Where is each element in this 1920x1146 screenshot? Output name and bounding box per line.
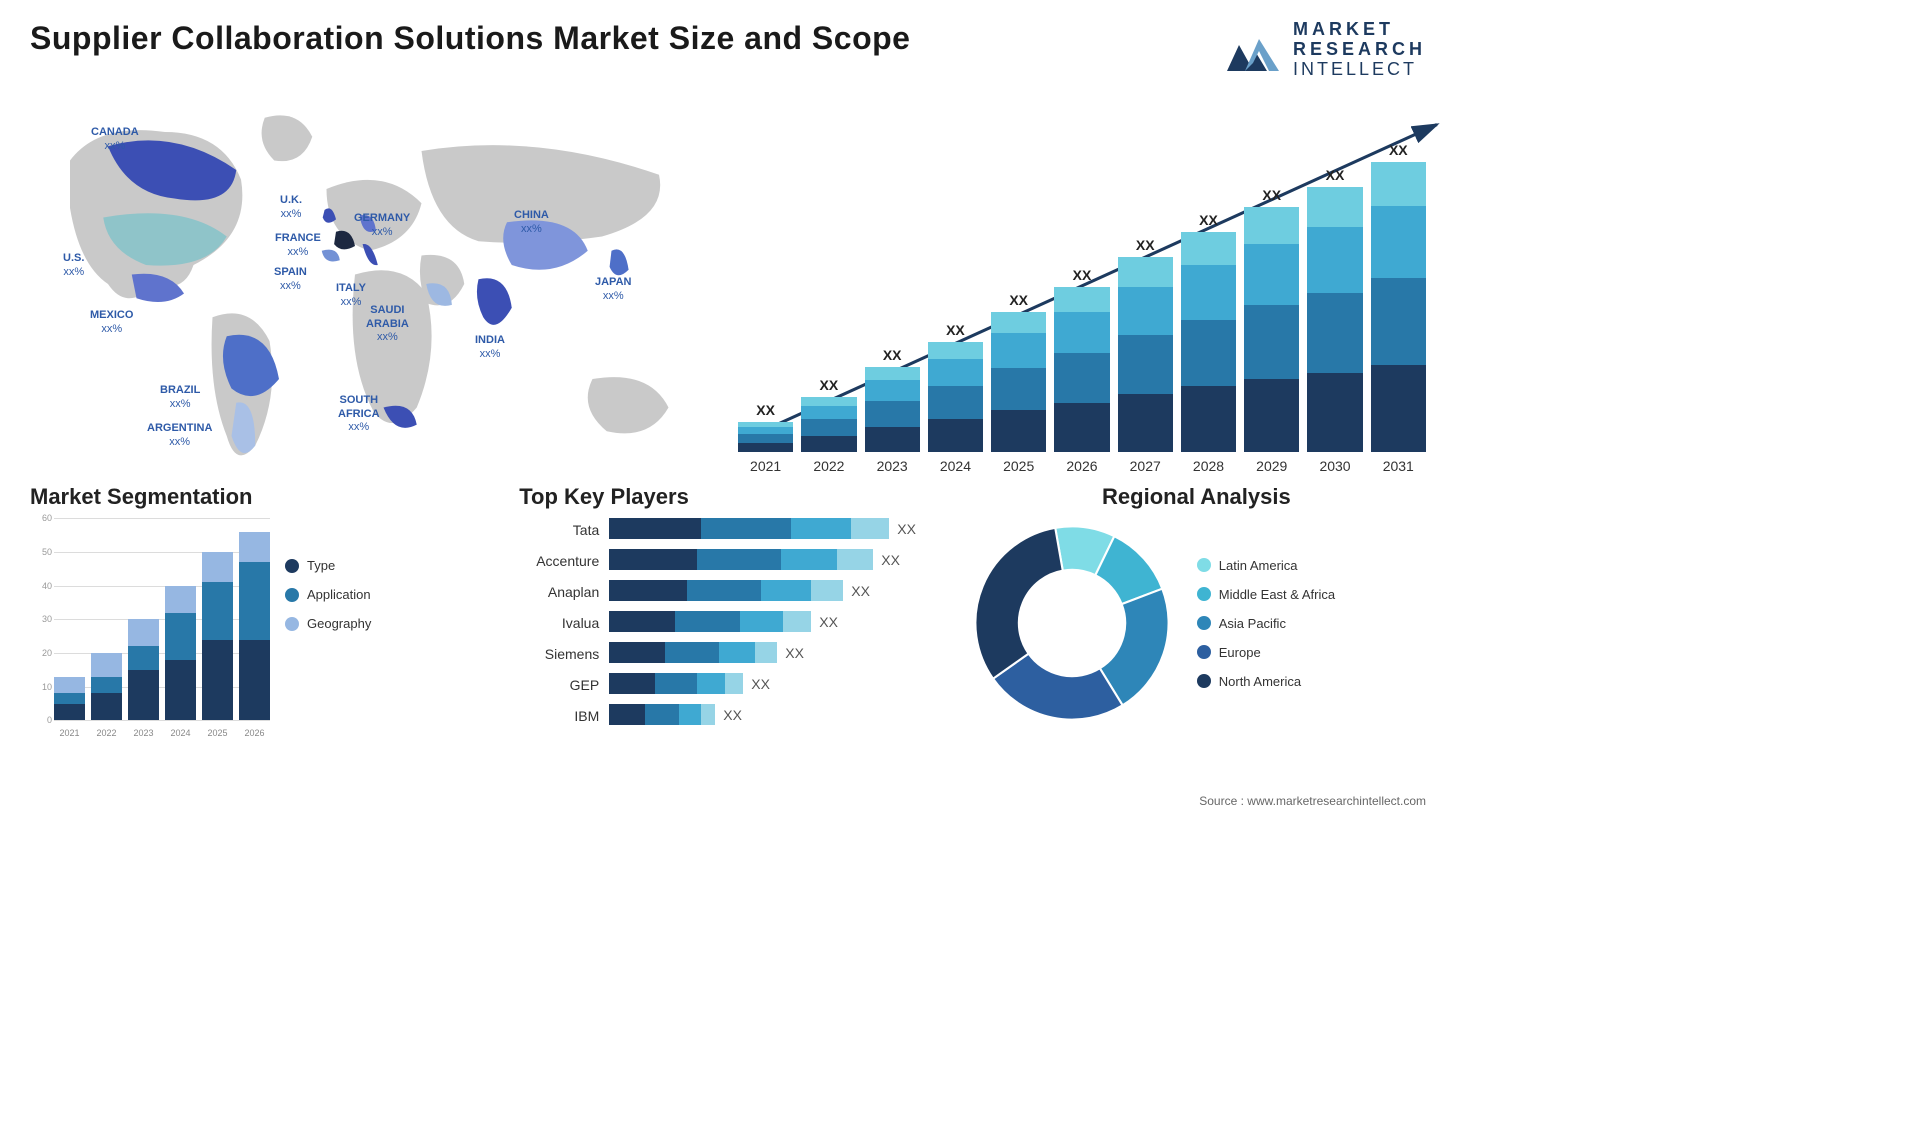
key-player-label: Accenture xyxy=(536,551,599,572)
key-player-value: XX xyxy=(819,614,838,630)
growth-xaxis-year: 2025 xyxy=(991,458,1046,474)
segmentation-panel: Market Segmentation 0102030405060 202120… xyxy=(30,484,489,738)
regional-donut-chart xyxy=(967,518,1177,728)
growth-bar: XX xyxy=(1244,207,1299,452)
segmentation-xaxis-year: 2024 xyxy=(165,728,196,738)
growth-bar-value: XX xyxy=(1244,187,1299,203)
page-title: Supplier Collaboration Solutions Market … xyxy=(30,20,910,57)
segmentation-chart: 0102030405060 202120222023202420252026 xyxy=(30,518,270,738)
key-player-bar: XX xyxy=(609,549,937,570)
brand-logo: MARKET RESEARCH INTELLECT xyxy=(1225,20,1426,79)
segmentation-legend-item: Geography xyxy=(285,616,371,631)
growth-bar: XX xyxy=(1371,162,1426,452)
growth-bar: XX xyxy=(1054,287,1109,452)
key-player-bar: XX xyxy=(609,642,937,663)
key-player-bar: XX xyxy=(609,611,937,632)
growth-bar-value: XX xyxy=(1181,212,1236,228)
key-player-label: Tata xyxy=(573,520,599,541)
growth-xaxis-year: 2024 xyxy=(928,458,983,474)
key-players-bars: XX XX XX XX XX XX XX xyxy=(609,518,937,727)
key-players-panel: Top Key Players Tata Accenture Anaplan Ival… xyxy=(519,484,937,738)
segmentation-bar xyxy=(128,518,159,720)
growth-bar-value: XX xyxy=(801,377,856,393)
growth-xaxis-year: 2023 xyxy=(865,458,920,474)
regional-legend-item: Latin America xyxy=(1197,558,1335,573)
world-map-icon xyxy=(30,94,718,474)
growth-bar: XX xyxy=(928,342,983,452)
key-player-label: Anaplan xyxy=(548,582,599,603)
growth-bar: XX xyxy=(738,422,793,452)
growth-bar: XX xyxy=(1307,187,1362,452)
logo-mark-icon xyxy=(1225,25,1281,75)
growth-chart-panel: XXXXXXXXXXXXXXXXXXXXXX 20212022202320242… xyxy=(738,94,1426,474)
key-player-value: XX xyxy=(851,583,870,599)
key-player-label: GEP xyxy=(570,675,600,696)
key-player-value: XX xyxy=(881,552,900,568)
regional-title: Regional Analysis xyxy=(967,484,1426,510)
growth-bar: XX xyxy=(991,312,1046,452)
regional-legend: Latin America Middle East & Africa Asia Pa… xyxy=(1197,558,1335,689)
source-attribution: Source : www.marketresearchintellect.com xyxy=(1199,794,1426,808)
growth-bar: XX xyxy=(1118,257,1173,452)
growth-bar-value: XX xyxy=(1371,142,1426,158)
growth-xaxis-year: 2026 xyxy=(1054,458,1109,474)
growth-bar: XX xyxy=(865,367,920,452)
growth-bar-value: XX xyxy=(738,402,793,418)
growth-xaxis-year: 2021 xyxy=(738,458,793,474)
key-player-value: XX xyxy=(897,521,916,537)
segmentation-xaxis-year: 2021 xyxy=(54,728,85,738)
growth-bar: XX xyxy=(801,397,856,452)
growth-xaxis-year: 2022 xyxy=(801,458,856,474)
key-players-title: Top Key Players xyxy=(519,484,937,510)
regional-legend-item: Europe xyxy=(1197,645,1335,660)
growth-bar-value: XX xyxy=(928,322,983,338)
regional-panel: Regional Analysis Latin America Middle Ea… xyxy=(967,484,1426,738)
segmentation-xaxis-year: 2025 xyxy=(202,728,233,738)
key-player-label: Siemens xyxy=(545,644,599,665)
key-player-value: XX xyxy=(751,676,770,692)
growth-xaxis-year: 2028 xyxy=(1181,458,1236,474)
segmentation-xaxis-year: 2022 xyxy=(91,728,122,738)
donut-segment xyxy=(975,528,1062,679)
growth-bar-value: XX xyxy=(1307,167,1362,183)
key-players-labels: Tata Accenture Anaplan Ivalua Siemens GEP IBM xyxy=(519,518,599,727)
growth-bar-value: XX xyxy=(1118,237,1173,253)
segmentation-legend: Type Application Geography xyxy=(285,518,371,738)
segmentation-bar xyxy=(239,518,270,720)
segmentation-title: Market Segmentation xyxy=(30,484,489,510)
key-player-bar: XX xyxy=(609,704,937,725)
segmentation-xaxis-year: 2023 xyxy=(128,728,159,738)
segmentation-bar xyxy=(202,518,233,720)
growth-xaxis-year: 2027 xyxy=(1118,458,1173,474)
segmentation-legend-item: Application xyxy=(285,587,371,602)
key-player-label: Ivalua xyxy=(562,613,599,634)
regional-legend-item: North America xyxy=(1197,674,1335,689)
growth-bar-value: XX xyxy=(1054,267,1109,283)
key-player-value: XX xyxy=(785,645,804,661)
growth-bar-value: XX xyxy=(991,292,1046,308)
segmentation-bar xyxy=(91,518,122,720)
regional-legend-item: Middle East & Africa xyxy=(1197,587,1335,602)
growth-xaxis-year: 2030 xyxy=(1307,458,1362,474)
segmentation-legend-item: Type xyxy=(285,558,371,573)
key-player-bar: XX xyxy=(609,580,937,601)
growth-bar-value: XX xyxy=(865,347,920,363)
growth-xaxis-year: 2031 xyxy=(1371,458,1426,474)
regional-legend-item: Asia Pacific xyxy=(1197,616,1335,631)
world-map-panel: CANADAxx%U.S.xx%MEXICOxx%BRAZILxx%ARGENT… xyxy=(30,94,718,474)
growth-xaxis-year: 2029 xyxy=(1244,458,1299,474)
key-player-bar: XX xyxy=(609,673,937,694)
segmentation-bar xyxy=(165,518,196,720)
logo-text: MARKET RESEARCH INTELLECT xyxy=(1293,20,1426,79)
growth-bar: XX xyxy=(1181,232,1236,452)
segmentation-xaxis-year: 2026 xyxy=(239,728,270,738)
key-player-value: XX xyxy=(723,707,742,723)
segmentation-bar xyxy=(54,518,85,720)
key-player-bar: XX xyxy=(609,518,937,539)
key-player-label: IBM xyxy=(574,706,599,727)
